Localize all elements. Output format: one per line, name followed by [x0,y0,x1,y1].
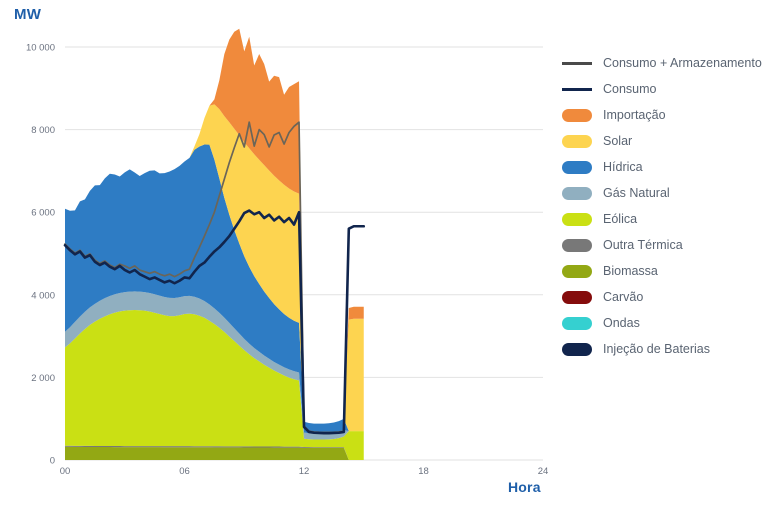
y-tick-label: 2 000 [31,373,55,384]
legend-label: Consumo + Armazenamento [603,56,762,70]
legend-label: Outra Térmica [603,238,683,252]
legend-swatch-area [562,134,592,148]
legend-item[interactable]: Hídrica [562,154,778,180]
legend-swatch-area [562,212,592,226]
x-tick-label: 24 [538,466,549,477]
x-axis-title: Hora [508,479,541,495]
legend-item[interactable]: Gás Natural [562,180,778,206]
legend-item[interactable]: Biomassa [562,258,778,284]
legend-swatch-area [562,316,592,330]
legend-item[interactable]: Outra Térmica [562,232,778,258]
x-tick-label: 18 [418,466,429,477]
legend-label: Ondas [603,316,640,330]
legend-label: Biomassa [603,264,658,278]
legend-swatch-area [562,264,592,278]
area-eólica [65,310,364,460]
legend-label: Injeção de Baterias [603,342,711,356]
legend-item[interactable]: Eólica [562,206,778,232]
stacked-areas [65,28,364,460]
legend-swatch-area [562,108,592,122]
legend-item[interactable]: Carvão [562,284,778,310]
y-tick-label: 0 [50,456,55,467]
legend-item[interactable]: Importação [562,102,778,128]
y-tick-label: 4 000 [31,290,55,301]
legend-item[interactable]: Injeção de Baterias [562,336,778,362]
y-tick-label: 10 000 [26,43,55,54]
y-tick-label: 8 000 [31,125,55,136]
legend-swatch-area [562,342,592,356]
legend-label: Gás Natural [603,186,670,200]
area-biomassa [65,446,364,460]
area-gás-natural [65,291,364,440]
line-consumo-armazenamento [64,121,345,434]
legend-swatch-line [562,61,592,65]
x-tick-label: 00 [60,466,71,477]
legend-label: Solar [603,134,633,148]
series-lines [63,121,366,435]
y-tick-labels: 0 2 000 4 000 6 000 8 000 10 000 [26,43,55,467]
area-importação [65,28,364,424]
line-consumo [63,209,366,435]
legend-swatch-area [562,186,592,200]
legend-swatch-line [562,87,592,91]
chart-legend: Consumo + Armazenamento Consumo Importação… [562,50,778,362]
legend-swatch-area [562,238,592,252]
y-axis-title: MW [14,6,42,23]
legend-label: Importação [603,108,666,122]
legend-label: Consumo [603,82,657,96]
x-tick-label: 12 [299,466,310,477]
legend-item[interactable]: Consumo + Armazenamento [562,50,778,76]
legend-swatch-area [562,160,592,174]
legend-label: Carvão [603,290,644,304]
x-tick-label: 06 [179,466,190,477]
legend-swatch-area [562,290,592,304]
legend-item[interactable]: Consumo [562,76,778,102]
y-tick-label: 6 000 [31,208,55,219]
legend-item[interactable]: Ondas [562,310,778,336]
legend-item[interactable]: Solar [562,128,778,154]
x-tick-labels: 00 06 12 18 24 [60,466,549,477]
area-hídrica [65,144,364,434]
legend-label: Hídrica [603,160,643,174]
legend-label: Eólica [603,212,638,226]
